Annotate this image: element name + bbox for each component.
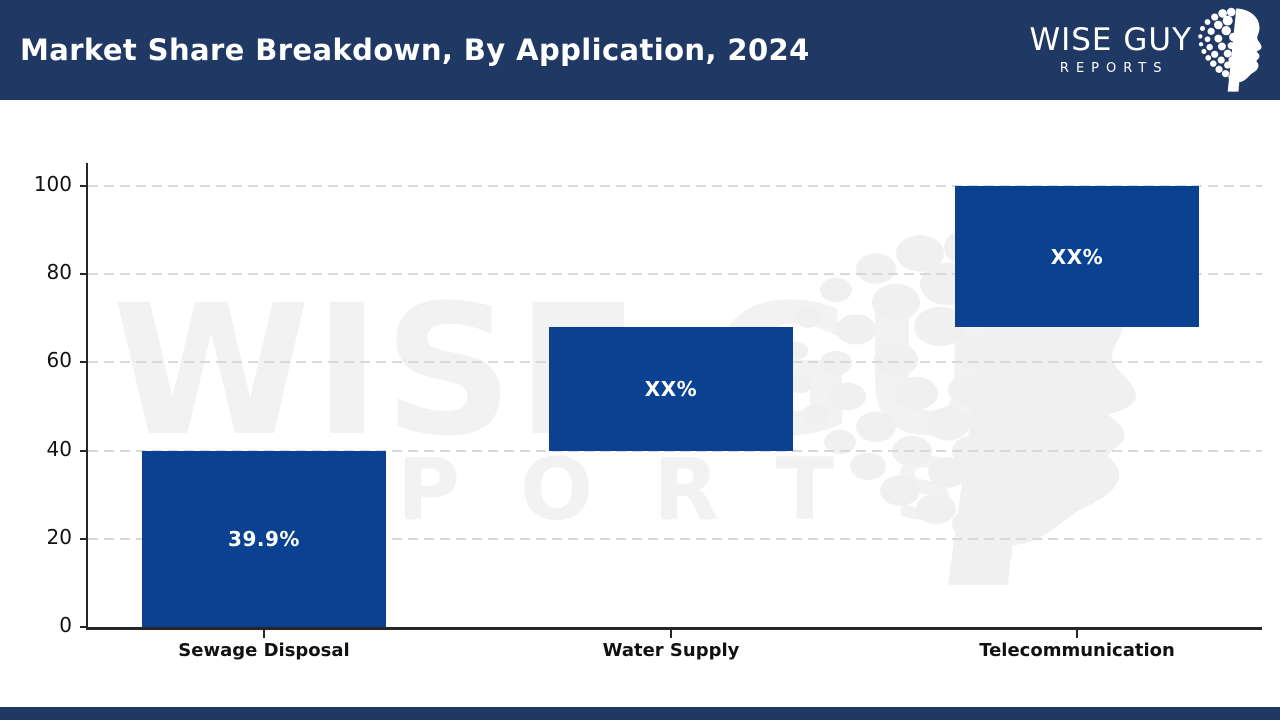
wise-guy-head-icon xyxy=(1196,7,1268,93)
y-tick-label: 40 xyxy=(46,436,72,461)
bar: XX% xyxy=(549,327,793,452)
bar-value-label: XX% xyxy=(644,377,698,402)
y-tick-mark xyxy=(80,273,88,276)
gridline xyxy=(88,537,1262,540)
x-tick-mark xyxy=(1076,630,1078,638)
bar: 39.9% xyxy=(142,451,386,627)
footer-bar xyxy=(0,707,1280,720)
y-tick-label: 20 xyxy=(46,524,72,549)
x-tick-mark xyxy=(670,630,672,638)
page-title: Market Share Breakdown, By Application, … xyxy=(20,33,810,67)
bar-value-label: XX% xyxy=(1050,244,1104,269)
header-bar: Market Share Breakdown, By Application, … xyxy=(0,0,1280,100)
x-axis-label: Sewage Disposal xyxy=(178,640,350,661)
y-tick-mark xyxy=(80,185,88,187)
gridline xyxy=(88,185,1262,187)
bar-value-label: 39.9% xyxy=(228,527,300,551)
y-tick-label: 80 xyxy=(46,260,72,285)
y-tick-mark xyxy=(80,361,88,364)
x-axis-line xyxy=(86,627,1262,630)
x-tick-mark xyxy=(263,630,265,638)
brand-text: WISE GUY REPORTS xyxy=(1029,22,1192,76)
gridline xyxy=(88,273,1262,276)
y-tick-label: 60 xyxy=(46,348,72,373)
bar: XX% xyxy=(955,186,1199,328)
x-axis-label: Water Supply xyxy=(602,640,740,661)
y-tick-mark xyxy=(80,537,88,540)
brand-logo: WISE GUY REPORTS xyxy=(1029,7,1268,93)
brand-tagline: REPORTS xyxy=(1059,61,1169,76)
y-tick-mark xyxy=(80,449,88,452)
y-tick-label: 100 xyxy=(33,172,72,196)
y-axis-line xyxy=(86,163,88,630)
x-axis-label: Telecommunication xyxy=(979,640,1175,661)
brand-name: WISE GUY xyxy=(1029,22,1192,58)
y-tick-label: 0 xyxy=(59,613,72,637)
y-tick-mark xyxy=(80,626,88,628)
